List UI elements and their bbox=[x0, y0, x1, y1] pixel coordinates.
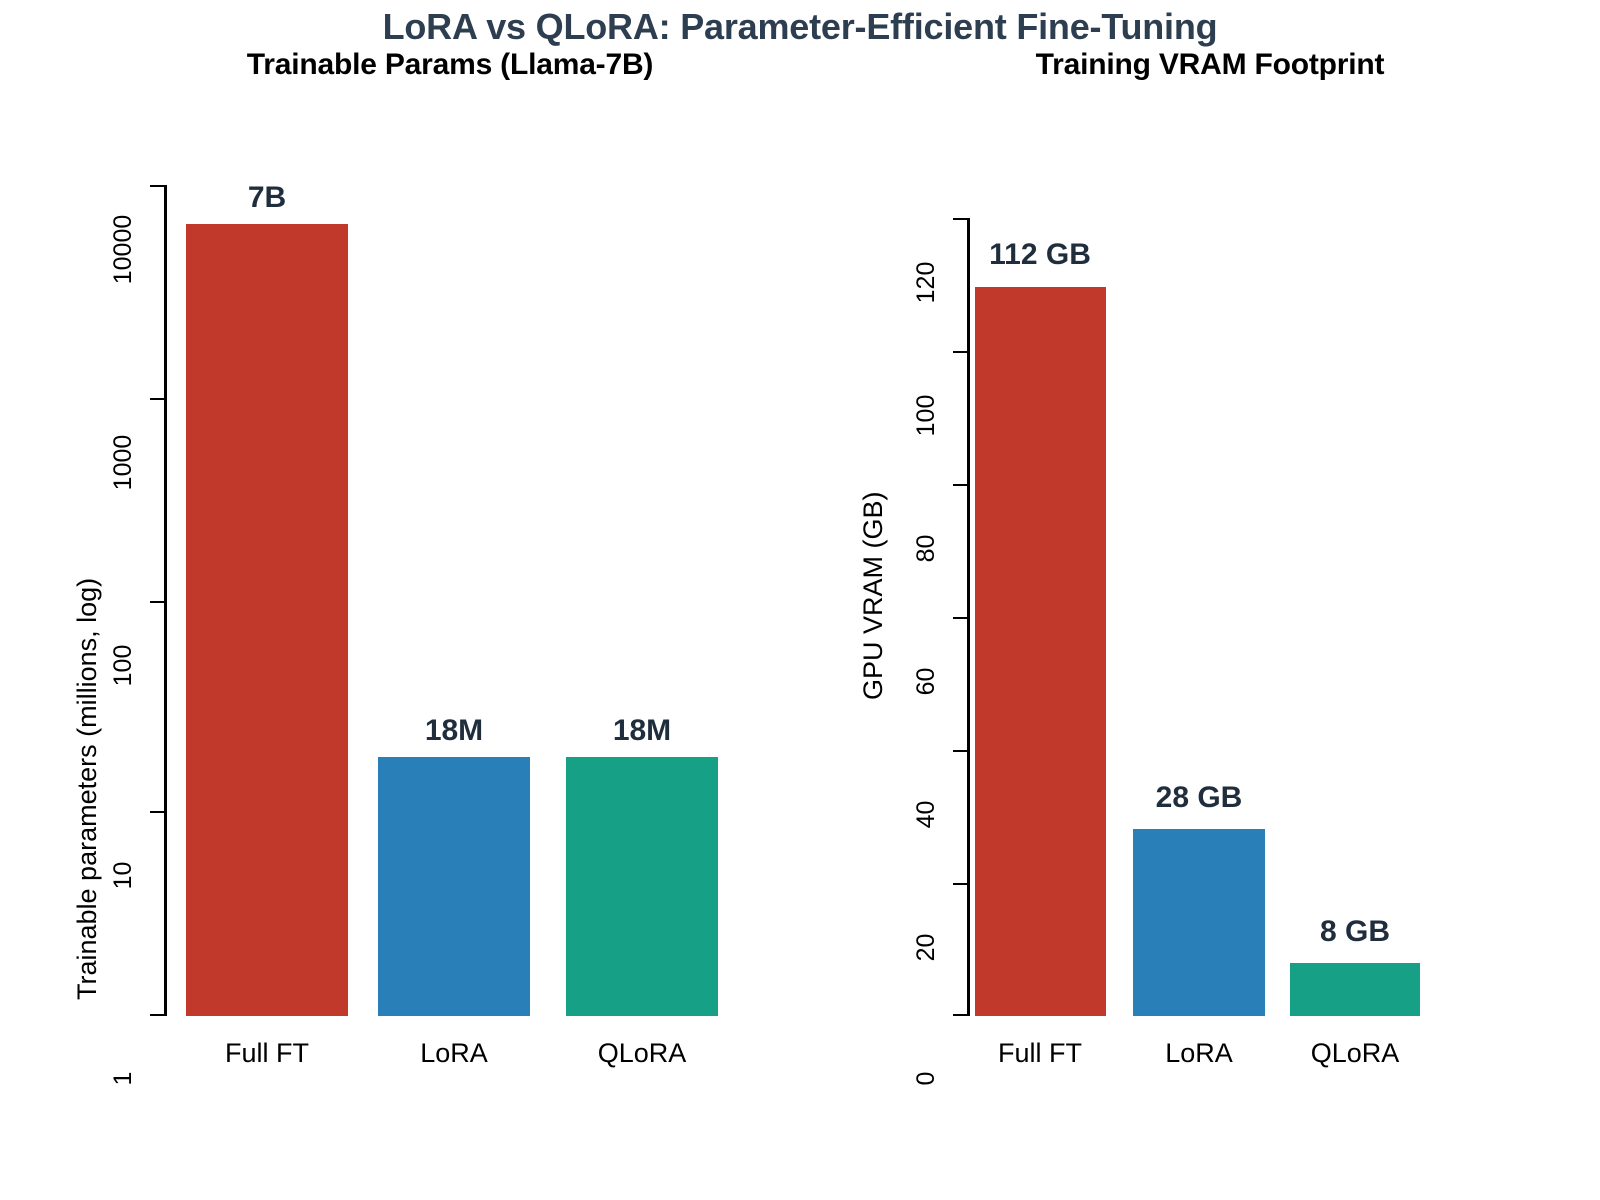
left-bar-full-ft[interactable] bbox=[186, 224, 348, 1016]
left-y-tick-1 bbox=[150, 1014, 164, 1016]
right-y-axis-title: GPU VRAM (GB) bbox=[858, 491, 888, 700]
right-bar-full-ft[interactable] bbox=[975, 287, 1106, 1016]
left-bar-value-qlora: 18M bbox=[612, 714, 672, 747]
left-y-ticklabel-100: 100 bbox=[109, 644, 137, 687]
left-y-tick-1000 bbox=[150, 398, 164, 400]
right-y-tick-80 bbox=[953, 484, 967, 486]
right-y-axis-line bbox=[967, 218, 970, 1016]
left-category-lora: LoRA bbox=[420, 1038, 488, 1068]
left-bar-value-lora: 18M bbox=[424, 714, 484, 747]
right-bar-value-qlora: 8 GB bbox=[1319, 915, 1391, 948]
right-y-ticklabel-20: 20 bbox=[912, 933, 940, 962]
right-bar-qlora[interactable] bbox=[1290, 963, 1420, 1016]
right-y-ticklabel-120: 120 bbox=[912, 261, 940, 304]
left-bar-value-full-ft: 7B bbox=[247, 181, 287, 214]
right-bar-value-lora: 28 GB bbox=[1155, 781, 1243, 814]
left-panel-title: Trainable Params (Llama-7B) bbox=[246, 48, 654, 81]
right-y-tick-20 bbox=[953, 883, 967, 885]
right-panel-title: Training VRAM Footprint bbox=[1035, 48, 1385, 81]
right-bar-lora[interactable] bbox=[1133, 829, 1265, 1016]
left-y-tick-100 bbox=[150, 601, 164, 603]
right-y-tick-60 bbox=[953, 617, 967, 619]
left-y-axis-line bbox=[164, 185, 167, 1016]
left-y-ticklabel-1000: 1000 bbox=[109, 434, 137, 491]
right-y-ticklabel-60: 60 bbox=[912, 667, 940, 696]
figure-title: LoRA vs QLoRA: Parameter-Efficient Fine-… bbox=[382, 6, 1218, 47]
left-category-full-ft: Full FT bbox=[225, 1038, 309, 1068]
left-y-ticklabel-10000: 10000 bbox=[109, 214, 137, 285]
left-y-tick-10 bbox=[150, 811, 164, 813]
right-y-tick-100 bbox=[953, 351, 967, 353]
right-category-qlora: QLoRA bbox=[1310, 1038, 1400, 1068]
right-category-lora: LoRA bbox=[1165, 1038, 1233, 1068]
left-category-qlora: QLoRA bbox=[597, 1038, 687, 1068]
right-y-ticklabel-100: 100 bbox=[912, 394, 940, 437]
left-y-ticklabel-1: 1 bbox=[109, 1071, 137, 1086]
right-y-ticklabel-0: 0 bbox=[912, 1071, 940, 1086]
right-y-tick-120 bbox=[953, 218, 967, 220]
right-bar-value-full-ft: 112 GB bbox=[989, 238, 1091, 271]
left-y-tick-10000 bbox=[150, 185, 164, 187]
left-y-axis-title: Trainable parameters (millions, log) bbox=[72, 577, 102, 1000]
right-y-ticklabel-40: 40 bbox=[912, 800, 940, 829]
right-category-full-ft: Full FT bbox=[998, 1038, 1082, 1068]
left-bar-lora[interactable] bbox=[378, 757, 530, 1016]
right-y-tick-0 bbox=[953, 1014, 967, 1016]
right-y-tick-40 bbox=[953, 750, 967, 752]
left-y-ticklabel-10: 10 bbox=[109, 861, 137, 890]
left-bar-qlora[interactable] bbox=[566, 757, 718, 1016]
right-y-ticklabel-80: 80 bbox=[912, 534, 940, 563]
